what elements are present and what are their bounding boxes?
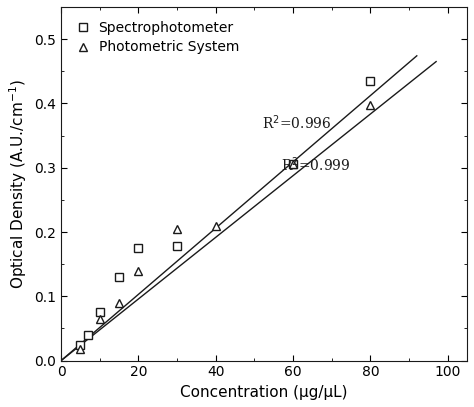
Photometric System: [290, 162, 296, 167]
Spectrophotometer: [85, 333, 91, 337]
Spectrophotometer: [367, 79, 373, 83]
Spectrophotometer: [174, 244, 180, 249]
Spectrophotometer: [116, 275, 122, 280]
Photometric System: [174, 226, 180, 231]
Spectrophotometer: [290, 162, 296, 167]
Y-axis label: Optical Density (A.U./cm$^{-1}$): Optical Density (A.U./cm$^{-1}$): [7, 79, 28, 289]
Spectrophotometer: [136, 246, 141, 251]
Spectrophotometer: [97, 310, 102, 315]
Line: Spectrophotometer: Spectrophotometer: [76, 77, 374, 349]
Text: R$^2$=0.999: R$^2$=0.999: [282, 155, 351, 174]
Photometric System: [367, 102, 373, 107]
Legend: Spectrophotometer, Photometric System: Spectrophotometer, Photometric System: [68, 14, 246, 61]
Text: R$^2$=0.996: R$^2$=0.996: [262, 114, 332, 132]
Photometric System: [97, 316, 102, 321]
Spectrophotometer: [78, 342, 83, 347]
X-axis label: Concentration (μg/μL): Concentration (μg/μL): [180, 385, 348, 400]
Photometric System: [116, 300, 122, 305]
Line: Photometric System: Photometric System: [76, 101, 374, 353]
Photometric System: [78, 347, 83, 352]
Photometric System: [213, 223, 219, 228]
Photometric System: [136, 268, 141, 273]
